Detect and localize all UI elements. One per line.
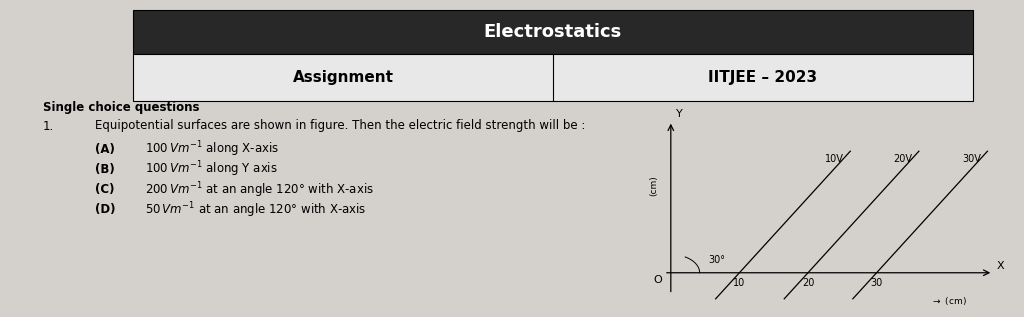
Text: (A): (A) bbox=[95, 143, 115, 156]
Text: 10: 10 bbox=[733, 278, 745, 288]
Text: 30: 30 bbox=[870, 278, 883, 288]
Text: (C): (C) bbox=[95, 184, 115, 197]
Text: O: O bbox=[654, 275, 663, 285]
Bar bbox=[133, 10, 973, 54]
Text: (B): (B) bbox=[95, 163, 115, 176]
Text: $200\,Vm^{-1}$ at an angle 120° with X-axis: $200\,Vm^{-1}$ at an angle 120° with X-a… bbox=[145, 180, 374, 200]
Text: 10V: 10V bbox=[825, 154, 844, 164]
Text: $50\,Vm^{-1}$ at an angle 120° with X-axis: $50\,Vm^{-1}$ at an angle 120° with X-ax… bbox=[145, 200, 367, 220]
Text: Single choice questions: Single choice questions bbox=[43, 100, 200, 113]
Text: (D): (D) bbox=[95, 204, 116, 217]
Text: 1.: 1. bbox=[43, 120, 54, 133]
Text: Equipotential surfaces are shown in figure. Then the electric field strength wil: Equipotential surfaces are shown in figu… bbox=[95, 120, 586, 133]
Bar bbox=[133, 54, 973, 101]
Text: 20V: 20V bbox=[894, 154, 912, 164]
Text: X: X bbox=[996, 261, 1005, 271]
Text: IITJEE – 2023: IITJEE – 2023 bbox=[709, 70, 817, 85]
Text: $100\,Vm^{-1}$ along Y axis: $100\,Vm^{-1}$ along Y axis bbox=[145, 159, 278, 179]
Text: Assignment: Assignment bbox=[293, 70, 393, 85]
Text: 30°: 30° bbox=[709, 255, 726, 265]
Text: (cm): (cm) bbox=[649, 176, 658, 196]
Text: 30V: 30V bbox=[963, 154, 981, 164]
Text: $\rightarrow$ (cm): $\rightarrow$ (cm) bbox=[932, 295, 968, 307]
Text: $100\,Vm^{-1}$ along X-axis: $100\,Vm^{-1}$ along X-axis bbox=[145, 139, 280, 159]
Text: 20: 20 bbox=[802, 278, 814, 288]
Text: Y: Y bbox=[676, 109, 683, 119]
Text: Electrostatics: Electrostatics bbox=[483, 23, 623, 41]
